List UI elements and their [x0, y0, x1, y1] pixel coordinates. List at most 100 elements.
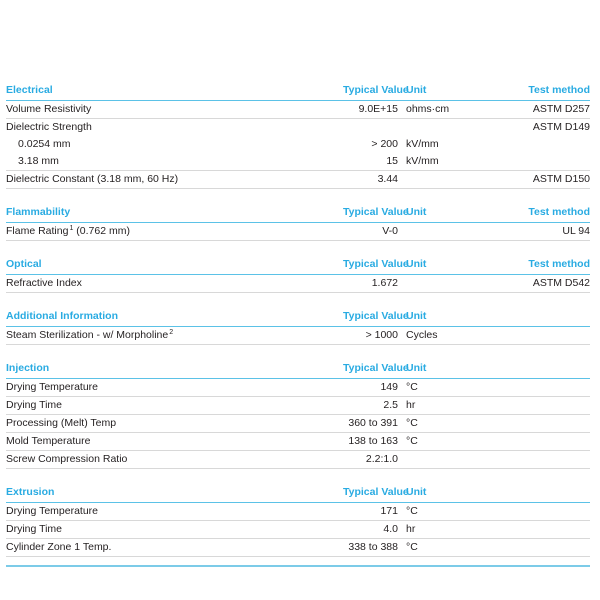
table-row: Flame Rating1 (0.762 mm) V-0 UL 94	[6, 222, 590, 241]
property-unit	[402, 274, 480, 293]
column-header-unit: Unit	[402, 486, 480, 503]
property-name: Steam Sterilization - w/ Morpholine2	[6, 326, 343, 345]
property-table-electrical: Electrical Typical Value Unit Test metho…	[6, 84, 590, 189]
property-unit: °C	[402, 432, 480, 451]
column-header-test-method: Test method	[480, 84, 590, 101]
property-test-method: UL 94	[480, 222, 590, 241]
property-value: 4.0	[343, 520, 402, 539]
table-row: 0.0254 mm > 200 kV/mm	[6, 136, 590, 153]
property-unit: °C	[402, 414, 480, 433]
property-test-method: ASTM D149	[532, 121, 590, 133]
footnote-marker: 1	[69, 224, 74, 232]
property-value: 2.5	[343, 396, 402, 415]
section-flammability: Flammability Typical Value Unit Test met…	[6, 206, 590, 241]
property-value: 9.0E+15	[343, 100, 402, 119]
table-header-row: Flammability Typical Value Unit Test met…	[6, 206, 590, 223]
property-value: 15	[343, 153, 402, 171]
table-header-row: Electrical Typical Value Unit Test metho…	[6, 84, 590, 101]
column-header-unit: Unit	[402, 310, 480, 327]
property-value: 338 to 388	[343, 538, 402, 557]
property-name: 3.18 mm	[6, 153, 343, 171]
property-table-injection: Injection Typical Value Unit Drying Temp…	[6, 362, 590, 469]
property-test-method	[480, 502, 590, 521]
section-title-optical: Optical	[6, 258, 343, 275]
property-unit: ohms·cm	[402, 100, 480, 119]
property-name: Drying Temperature	[6, 502, 343, 521]
section-optical: Optical Typical Value Unit Test method R…	[6, 258, 590, 293]
table-row: Mold Temperature 138 to 163 °C	[6, 432, 590, 451]
column-header-typical-value: Typical Value	[343, 84, 409, 101]
property-value: V-0	[343, 222, 402, 241]
column-header-test-method: Test method	[480, 206, 590, 223]
table-header-row: Extrusion Typical Value Unit	[6, 486, 590, 503]
section-title-injection: Injection	[6, 362, 343, 379]
property-value: 3.44	[343, 170, 402, 189]
property-test-method	[480, 538, 590, 557]
column-header-typical-value: Typical Value	[343, 486, 409, 503]
table-row: Refractive Index 1.672 ASTM D542	[6, 274, 590, 293]
column-header-empty	[480, 362, 590, 379]
property-value: 149	[343, 378, 402, 397]
table-row: 3.18 mm 15 kV/mm	[6, 153, 590, 171]
section-electrical: Electrical Typical Value Unit Test metho…	[6, 84, 590, 189]
section-additional-information: Additional Information Typical Value Uni…	[6, 310, 590, 345]
table-row: Dielectric Constant (3.18 mm, 60 Hz) 3.4…	[6, 170, 590, 189]
property-unit: hr	[402, 396, 480, 415]
table-row: Processing (Melt) Temp 360 to 391 °C	[6, 414, 590, 433]
property-name: Mold Temperature	[6, 432, 343, 451]
property-unit	[402, 170, 480, 189]
property-value: 360 to 391	[343, 414, 402, 433]
table-row: Steam Sterilization - w/ Morpholine2 > 1…	[6, 326, 590, 345]
section-extrusion: Extrusion Typical Value Unit Drying Temp…	[6, 486, 590, 568]
property-test-method	[480, 450, 590, 469]
property-unit: hr	[402, 520, 480, 539]
property-unit	[402, 222, 480, 241]
property-test-method	[480, 520, 590, 539]
table-header-row: Injection Typical Value Unit	[6, 362, 590, 379]
table-row: Drying Temperature 171 °C	[6, 502, 590, 521]
property-value	[343, 119, 402, 137]
table-header-row: Additional Information Typical Value Uni…	[6, 310, 590, 327]
property-test-method	[480, 153, 590, 171]
table-closing-rule	[6, 565, 590, 568]
property-label: Steam Sterilization - w/ Morpholine	[6, 329, 169, 341]
property-test-method	[480, 136, 590, 153]
section-injection: Injection Typical Value Unit Drying Temp…	[6, 362, 590, 469]
table-row: Screw Compression Ratio 2.2:1.0	[6, 450, 590, 469]
table-row: Drying Time 4.0 hr	[6, 520, 590, 539]
property-test-method	[480, 432, 590, 451]
property-unit: kV/mm	[406, 138, 439, 150]
property-unit	[402, 450, 480, 469]
property-table-extrusion: Extrusion Typical Value Unit Drying Temp…	[6, 486, 590, 557]
table-row: Dielectric Strength ASTM D149	[6, 119, 590, 137]
column-header-typical-value: Typical Value	[343, 362, 409, 379]
section-title-electrical: Electrical	[6, 84, 343, 101]
property-test-method: ASTM D150	[480, 170, 590, 189]
property-test-method: ASTM D542	[480, 274, 590, 293]
property-value: 2.2:1.0	[343, 450, 402, 469]
property-test-method: ASTM D257	[480, 100, 590, 119]
section-title-additional-information: Additional Information	[6, 310, 343, 327]
column-header-test-method: Test method	[480, 258, 590, 275]
property-label-suffix: (0.762 mm)	[73, 225, 130, 237]
property-name: 0.0254 mm	[18, 138, 71, 150]
property-value: 171	[343, 502, 402, 521]
column-header-unit: Unit	[402, 206, 480, 223]
property-test-method	[480, 378, 590, 397]
column-header-typical-value: Typical Value	[343, 258, 409, 275]
column-header-unit: Unit	[402, 84, 480, 101]
table-header-row: Optical Typical Value Unit Test method	[6, 258, 590, 275]
property-unit: Cycles	[402, 326, 480, 345]
property-value: > 1000	[343, 326, 402, 345]
property-name: Processing (Melt) Temp	[6, 414, 343, 433]
property-name: Flame Rating1 (0.762 mm)	[6, 222, 343, 241]
property-unit: °C	[402, 378, 480, 397]
column-header-unit: Unit	[402, 258, 480, 275]
property-name: Drying Time	[6, 396, 343, 415]
section-title-extrusion: Extrusion	[6, 486, 343, 503]
property-test-method	[480, 396, 590, 415]
property-unit: kV/mm	[402, 153, 480, 171]
footnote-marker: 2	[169, 328, 174, 336]
property-value: 138 to 163	[343, 432, 402, 451]
